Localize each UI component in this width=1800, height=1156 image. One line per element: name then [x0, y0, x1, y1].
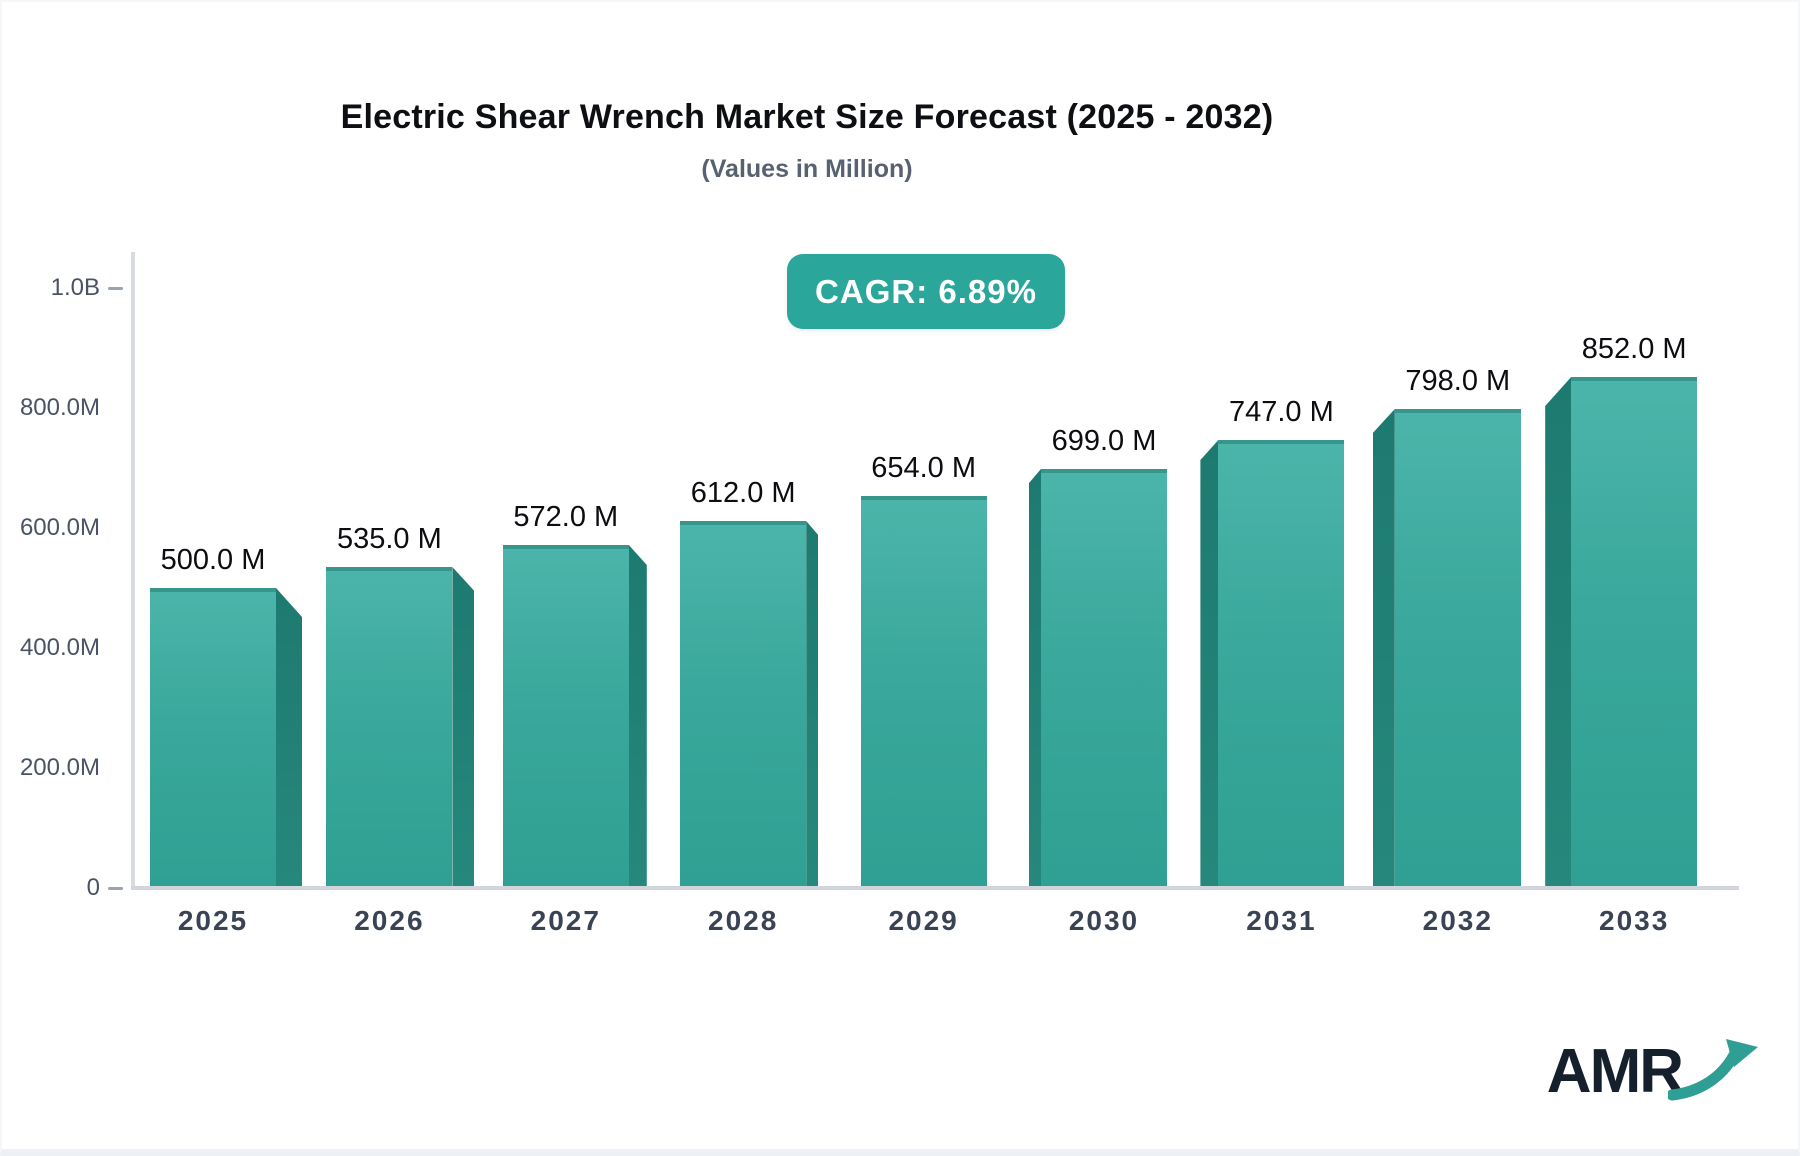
bar-2032-side [1372, 409, 1395, 888]
bar-value-label-2027: 572.0 M [513, 501, 619, 533]
y-tick-label-800.0M: 800.0M [19, 394, 100, 421]
y-tick-label-600.0M: 600.0M [19, 514, 100, 541]
cagr-badge: CAGR: 6.89% [787, 254, 1065, 329]
bar-2029[interactable] [860, 496, 987, 888]
x-axis-label-2031: 2031 [1246, 905, 1317, 936]
bar-2025[interactable] [150, 588, 276, 888]
page-subtitle: (Values in Million) [701, 155, 913, 183]
bar-value-label-2029: 654.0 M [871, 452, 976, 484]
y-tick-label-200.0M: 200.0M [19, 754, 100, 781]
bar-value-label-2030: 699.0 M [1051, 425, 1157, 457]
cagr-badge-label: CAGR: 6.89% [815, 272, 1037, 310]
bar-2033[interactable] [1571, 377, 1698, 888]
y-tick-mark [108, 287, 123, 290]
bar-2028[interactable] [680, 521, 807, 888]
y-tick-mark [108, 887, 123, 890]
bar-2027[interactable] [502, 545, 629, 888]
bar-value-label-2032: 798.0 M [1405, 365, 1511, 397]
bar-2031-side [1200, 440, 1219, 888]
amr-logo-text: AMR [1546, 1037, 1684, 1106]
x-axis-label-2032: 2032 [1422, 905, 1493, 936]
bar-2028-side [806, 521, 819, 888]
x-axis-label-2027: 2027 [530, 905, 601, 936]
x-axis-line [131, 886, 1739, 890]
bar-2026-side [452, 567, 475, 888]
bar-2025-side [276, 588, 302, 888]
x-axis-label-2025: 2025 [177, 905, 249, 936]
y-tick-label-1.0B: 1.0B [50, 274, 100, 301]
x-axis-label-2029: 2029 [888, 905, 959, 936]
y-axis-line [131, 252, 135, 888]
bar-2033-side [1545, 377, 1572, 888]
bar-value-label-2026: 535.0 M [336, 523, 442, 555]
bar-2032[interactable] [1394, 409, 1521, 888]
x-axis-label-2030: 2030 [1068, 905, 1140, 936]
bar-2030-side [1029, 469, 1041, 888]
bar-value-label-2028: 612.0 M [690, 477, 796, 509]
bar-2027-side [628, 545, 647, 888]
bar-value-label-2033: 852.0 M [1581, 333, 1687, 365]
bar-2026[interactable] [326, 567, 453, 888]
growth-arrow-icon [1668, 1039, 1758, 1101]
bar-value-label-2025: 500.0 M [160, 544, 266, 576]
title-block: Electric Shear Wrench Market Size Foreca… [2, 98, 1612, 184]
bar-2030[interactable] [1041, 469, 1167, 888]
page-title: Electric Shear Wrench Market Size Foreca… [340, 98, 1274, 136]
amr-logo: AMR [1547, 1037, 1760, 1103]
x-axis-label-2028: 2028 [708, 905, 779, 936]
bar-2031[interactable] [1218, 440, 1345, 888]
x-axis-label-2026: 2026 [354, 905, 425, 936]
y-tick-label-400.0M: 400.0M [19, 634, 100, 661]
y-tick-label-0: 0 [86, 874, 100, 901]
bar-value-label-2031: 747.0 M [1228, 396, 1334, 428]
x-axis-label-2033: 2033 [1599, 905, 1670, 936]
